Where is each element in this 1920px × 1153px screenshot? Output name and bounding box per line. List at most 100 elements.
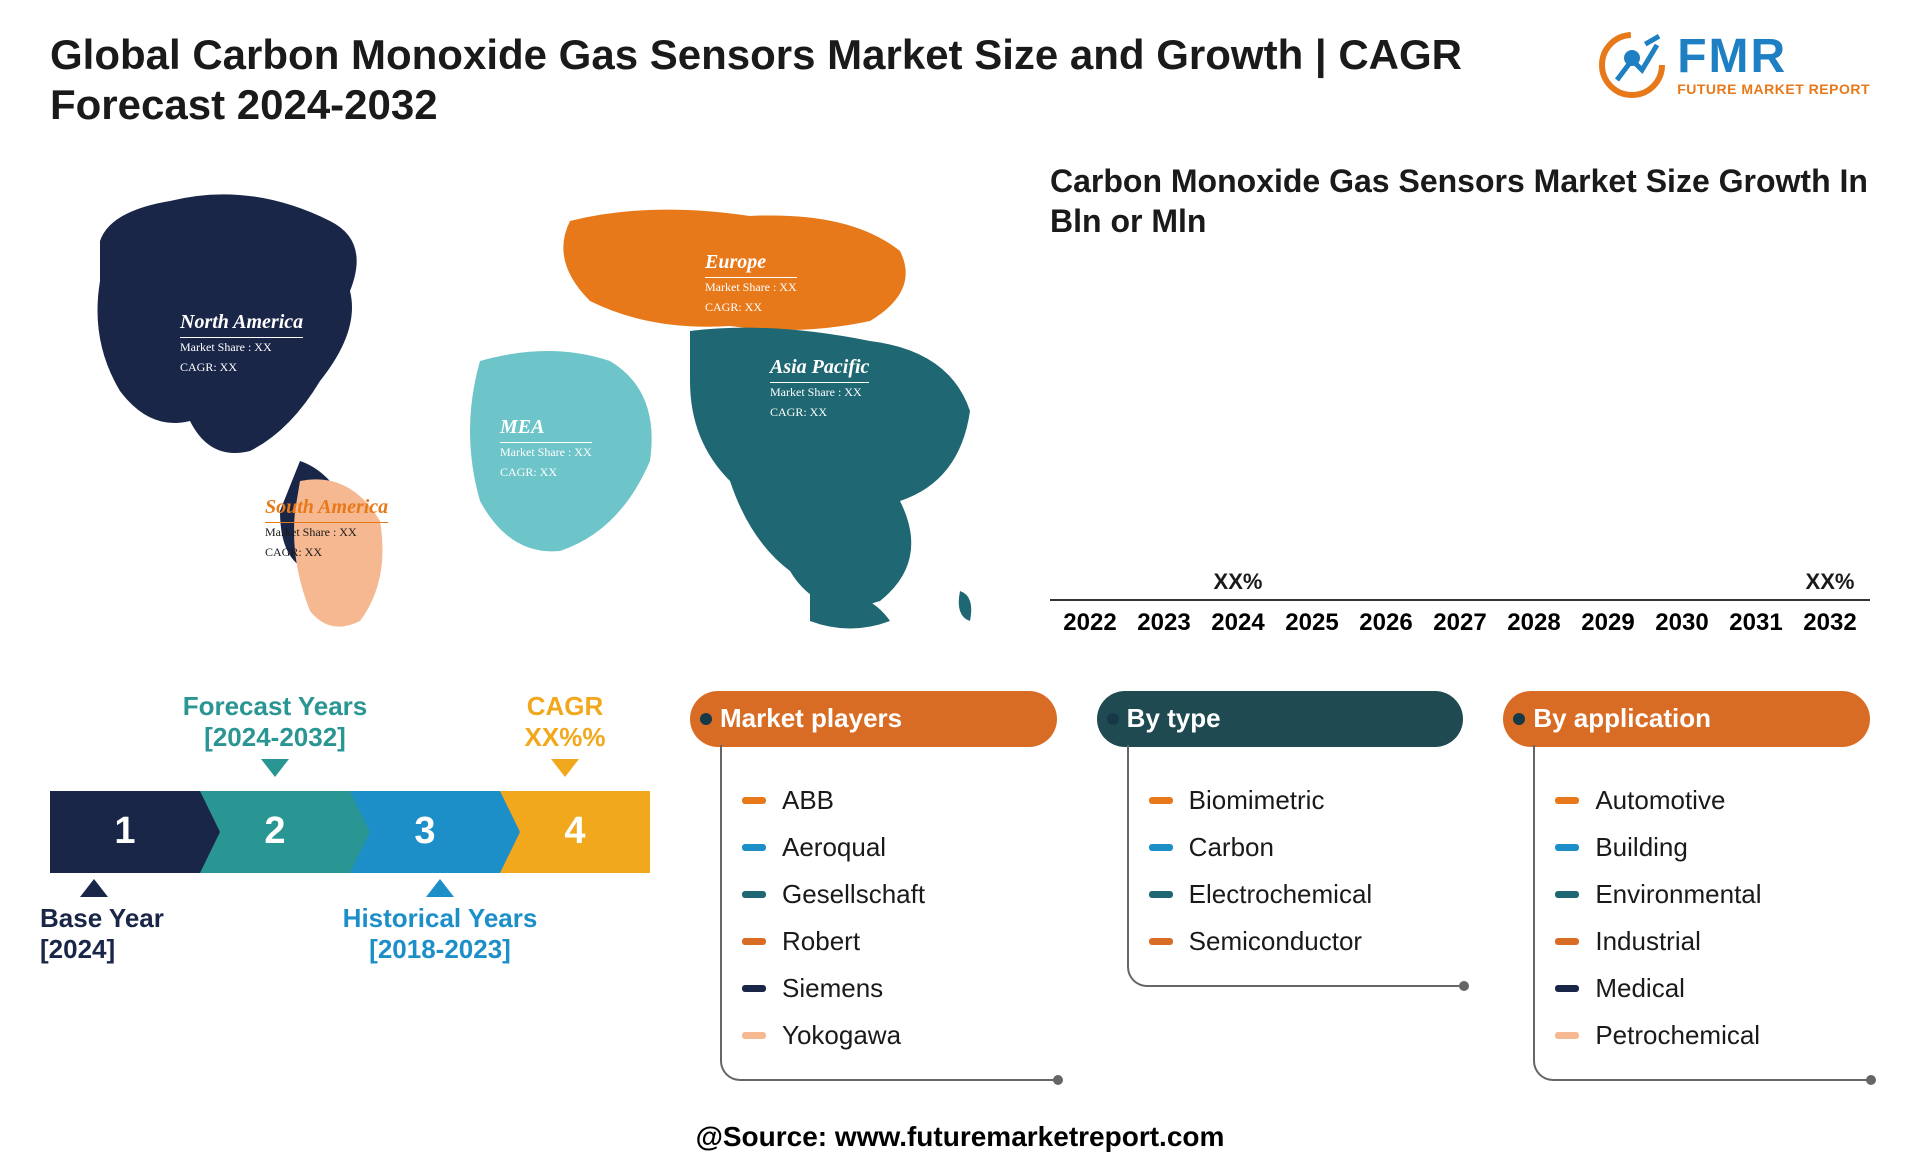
- category-item: Medical: [1535, 965, 1870, 1012]
- historical-title: Historical Years: [325, 903, 555, 934]
- region-name: Europe: [705, 251, 797, 274]
- base-label: Base Year [2024]: [40, 879, 220, 965]
- region-north-america: North America Market Share : XX CAGR: XX: [180, 311, 303, 376]
- category-item-label: Aeroqual: [782, 832, 886, 863]
- category-item-label: Siemens: [782, 973, 883, 1004]
- forecast-label: Forecast Years [2024-2032]: [175, 691, 375, 777]
- region-south-america: South America Market Share : XX CAGR: XX: [265, 496, 388, 561]
- chart-xlabels: 2022202320242025202620272028202920302031…: [1050, 601, 1870, 637]
- category-item: Siemens: [722, 965, 1057, 1012]
- bar-callout: XX%: [1806, 569, 1855, 595]
- bar-xlabel: 2031: [1726, 609, 1786, 637]
- bullet-icon: [1555, 891, 1579, 898]
- category-list: Biomimetric Carbon Electrochemical Semicond…: [1127, 767, 1464, 987]
- historical-label: Historical Years [2018-2023]: [325, 879, 555, 965]
- timeline-segment: 3: [350, 791, 500, 873]
- region-share: Market Share : XX: [705, 277, 797, 296]
- bullet-icon: [1555, 797, 1579, 804]
- bullet-icon: [742, 1032, 766, 1039]
- base-value: [2024]: [40, 934, 220, 965]
- category-item: Biomimetric: [1129, 777, 1464, 824]
- bar-callout: XX%: [1214, 569, 1263, 595]
- bullet-icon: [742, 938, 766, 945]
- region-cagr: CAGR: XX: [705, 298, 797, 316]
- region-europe: Europe Market Share : XX CAGR: XX: [705, 251, 797, 316]
- region-share: Market Share : XX: [500, 442, 592, 461]
- timeline-segment: 4: [500, 791, 650, 873]
- cagr-label: CAGR XX%%: [490, 691, 640, 777]
- region-cagr: CAGR: XX: [180, 358, 303, 376]
- region-share: Market Share : XX: [770, 382, 869, 401]
- chart-title: Carbon Monoxide Gas Sensors Market Size …: [1050, 161, 1870, 241]
- arrow-down-icon: [80, 879, 108, 897]
- region-name: North America: [180, 311, 303, 334]
- category-item-label: Robert: [782, 926, 860, 957]
- categories: Market players ABB Aeroqual Gesellschaft Rob…: [690, 691, 1870, 1081]
- category-item: Environmental: [1535, 871, 1870, 918]
- bar-xlabel: 2022: [1060, 609, 1120, 637]
- category-item-label: Automotive: [1595, 785, 1725, 816]
- region-cagr: CAGR: XX: [770, 403, 869, 421]
- category-item: ABB: [722, 777, 1057, 824]
- category-item-label: Gesellschaft: [782, 879, 925, 910]
- bar-xlabel: 2025: [1282, 609, 1342, 637]
- bullet-icon: [742, 844, 766, 851]
- category-item: Industrial: [1535, 918, 1870, 965]
- category-item-label: ABB: [782, 785, 834, 816]
- category-item: Gesellschaft: [722, 871, 1057, 918]
- logo: FMR FUTURE MARKET REPORT: [1597, 30, 1870, 100]
- category-item: Yokogawa: [722, 1012, 1057, 1059]
- category-column: By typeBiomimetricCarbonElectrochemicalS…: [1097, 691, 1464, 1081]
- category-header: By application: [1503, 691, 1870, 747]
- region-cagr: CAGR: XX: [500, 463, 592, 481]
- chart-bars: XX% XX%: [1050, 261, 1870, 601]
- region-name: Asia Pacific: [770, 356, 869, 379]
- category-list: ABB Aeroqual Gesellschaft Robert Siemens Yoko…: [720, 767, 1057, 1081]
- category-item: Building: [1535, 824, 1870, 871]
- bar-xlabel: 2032: [1800, 609, 1860, 637]
- category-item-label: Biomimetric: [1189, 785, 1325, 816]
- timeline-labels-top: Forecast Years [2024-2032] CAGR XX%%: [50, 691, 650, 791]
- region-name: South America: [265, 496, 388, 519]
- category-item: Aeroqual: [722, 824, 1057, 871]
- cagr-title: CAGR: [490, 691, 640, 722]
- category-header: Market players: [690, 691, 1057, 747]
- region-mea: MEA Market Share : XX CAGR: XX: [500, 416, 592, 481]
- bullet-icon: [1555, 1032, 1579, 1039]
- bar-xlabel: 2023: [1134, 609, 1194, 637]
- bullet-icon: [1555, 938, 1579, 945]
- bullet-icon: [742, 797, 766, 804]
- category-item-label: Yokogawa: [782, 1020, 901, 1051]
- region-cagr: CAGR: XX: [265, 543, 388, 561]
- category-item: Semiconductor: [1129, 918, 1464, 965]
- arrow-up-icon: [551, 759, 579, 777]
- category-item: Automotive: [1535, 777, 1870, 824]
- bar-xlabel: 2030: [1652, 609, 1712, 637]
- category-column: Market players ABB Aeroqual Gesellschaft Rob…: [690, 691, 1057, 1081]
- bottom-section: Forecast Years [2024-2032] CAGR XX%% 123…: [50, 691, 1870, 1081]
- category-item: Carbon: [1129, 824, 1464, 871]
- historical-value: [2018-2023]: [325, 934, 555, 965]
- top-section: North America Market Share : XX CAGR: XX…: [50, 161, 1870, 641]
- fmr-logo-icon: [1597, 30, 1667, 100]
- world-map: North America Market Share : XX CAGR: XX…: [50, 161, 1010, 641]
- category-item-label: Carbon: [1189, 832, 1274, 863]
- category-item-label: Industrial: [1595, 926, 1701, 957]
- region-name: MEA: [500, 416, 592, 439]
- category-item: Petrochemical: [1535, 1012, 1870, 1059]
- forecast-title: Forecast Years: [175, 691, 375, 722]
- base-title: Base Year: [40, 903, 220, 934]
- category-item: Electrochemical: [1129, 871, 1464, 918]
- region-share: Market Share : XX: [265, 522, 388, 541]
- bullet-icon: [742, 985, 766, 992]
- category-item-label: Electrochemical: [1189, 879, 1373, 910]
- bar-xlabel: 2029: [1578, 609, 1638, 637]
- bullet-icon: [1555, 844, 1579, 851]
- category-item-label: Environmental: [1595, 879, 1761, 910]
- category-column: By application Automotive Building Environm…: [1503, 691, 1870, 1081]
- timeline-segment: 2: [200, 791, 350, 873]
- region-asia-pacific: Asia Pacific Market Share : XX CAGR: XX: [770, 356, 869, 421]
- timeline-labels-bottom: Base Year [2024] Historical Years [2018-…: [50, 879, 650, 999]
- logo-sub: FUTURE MARKET REPORT: [1677, 81, 1870, 97]
- category-item: Robert: [722, 918, 1057, 965]
